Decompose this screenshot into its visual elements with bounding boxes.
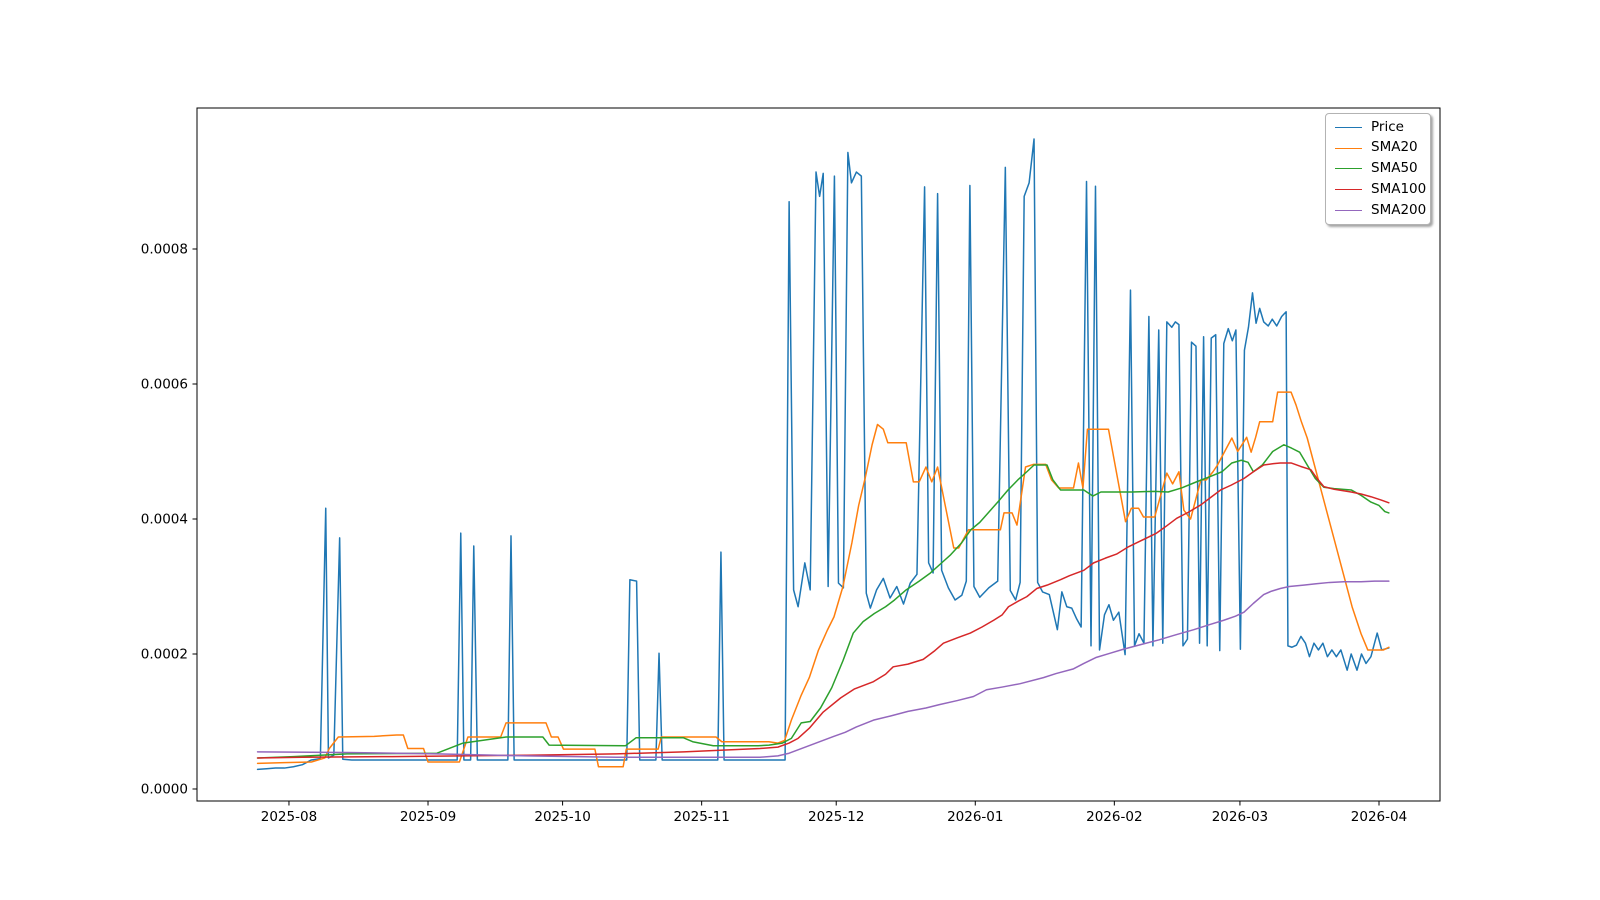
x-tick-label: 2026-04 [1351, 809, 1407, 825]
legend-item-sma20: SMA20 [1335, 138, 1424, 159]
legend-label: SMA50 [1371, 160, 1418, 177]
legend-line-sample [1335, 147, 1362, 149]
legend-label: SMA100 [1371, 181, 1427, 198]
series-line-sma200 [256, 580, 1390, 759]
legend: Price SMA20 SMA50 SMA100 SMA200 [1325, 113, 1431, 225]
legend-label: SMA200 [1371, 201, 1427, 218]
y-tick-label: 0.0002 [141, 646, 188, 662]
y-tick-label: 0.0006 [141, 376, 188, 392]
legend-label: Price [1371, 118, 1404, 135]
series-line-sma100 [256, 462, 1390, 759]
legend-item-sma50: SMA50 [1335, 159, 1424, 180]
y-tick-label: 0.0004 [141, 511, 188, 527]
x-tick-label: 2025-12 [808, 809, 864, 825]
legend-item-sma200: SMA200 [1335, 200, 1427, 221]
legend-item-sma100: SMA100 [1335, 179, 1427, 200]
x-tick-label: 2026-03 [1212, 809, 1268, 825]
axes-frame [196, 107, 1441, 802]
series-line-sma20 [256, 391, 1390, 768]
y-tick-label: 0.0008 [141, 242, 188, 258]
legend-line-sample [1335, 126, 1362, 128]
x-tick-label: 2026-02 [1086, 809, 1142, 825]
y-tick-label: 0.0000 [141, 781, 188, 797]
series-line-sma50 [256, 444, 1390, 759]
legend-line-sample [1335, 168, 1362, 170]
x-tick-label: 2025-09 [400, 809, 456, 825]
legend-line-sample [1335, 210, 1362, 212]
x-tick-label: 2025-11 [673, 809, 729, 825]
legend-label: SMA20 [1371, 139, 1418, 156]
x-tick-label: 2025-08 [261, 809, 317, 825]
x-tick-label: 2025-10 [534, 809, 590, 825]
legend-item-price: Price [1335, 117, 1424, 138]
x-tick-label: 2026-01 [947, 809, 1003, 825]
series-line-price [256, 138, 1390, 771]
legend-line-sample [1335, 189, 1362, 191]
